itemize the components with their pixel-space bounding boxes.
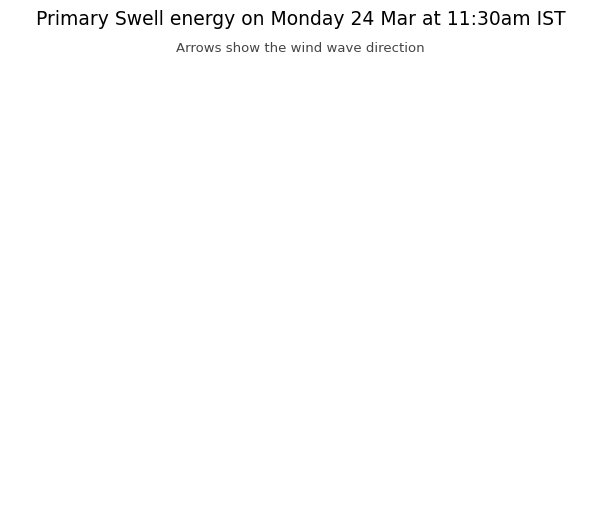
Text: Map error: No module named 'cartopy': Map error: No module named 'cartopy' — [192, 282, 409, 292]
Text: Arrows show the wind wave direction: Arrows show the wind wave direction — [176, 42, 425, 55]
Text: Primary Swell energy on Monday 24 Mar at 11:30am IST: Primary Swell energy on Monday 24 Mar at… — [35, 10, 566, 29]
